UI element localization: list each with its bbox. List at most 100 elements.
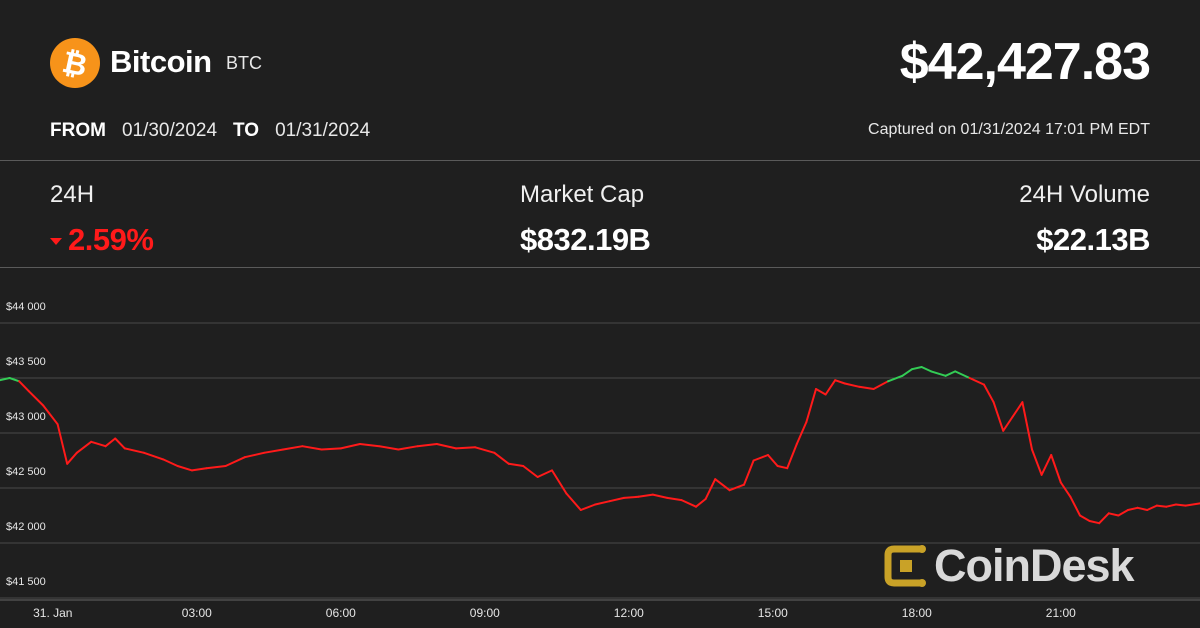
price-line-segment bbox=[930, 370, 947, 377]
bitcoin-logo-icon: ₿ bbox=[50, 38, 100, 88]
price-line-segment bbox=[834, 379, 846, 385]
price-line-segment bbox=[1098, 512, 1110, 525]
price-line-segment bbox=[983, 383, 995, 404]
price-line-segment bbox=[224, 456, 246, 467]
x-tick-label: 21:00 bbox=[1046, 606, 1076, 620]
price-line-segment bbox=[776, 465, 789, 470]
price-line-segment bbox=[920, 366, 933, 373]
price-line-segment bbox=[1107, 512, 1120, 517]
market-cap-value: $832.19B bbox=[520, 222, 651, 257]
price-line-segment bbox=[455, 446, 477, 450]
change-value: 2.59% bbox=[68, 222, 154, 257]
from-date: 01/30/2024 bbox=[121, 120, 218, 141]
price-line-segment bbox=[728, 483, 745, 492]
price-line-segment bbox=[815, 388, 827, 396]
y-tick-label: $41 500 bbox=[6, 576, 46, 588]
x-tick-label: 03:00 bbox=[182, 606, 212, 620]
price-line-segment bbox=[474, 446, 496, 454]
price-line-segment bbox=[1136, 506, 1149, 511]
price-line-segment bbox=[1011, 401, 1024, 418]
y-tick-label: $42 500 bbox=[6, 466, 46, 478]
price-line-segment bbox=[522, 465, 539, 478]
price-line-segment bbox=[1175, 503, 1187, 507]
price-line-segment bbox=[551, 469, 568, 495]
price-line-segment bbox=[954, 370, 971, 379]
price-line-segment bbox=[1069, 495, 1081, 517]
x-tick-label: 15:00 bbox=[758, 606, 788, 620]
price-line-segment bbox=[1117, 509, 1129, 517]
y-tick-label: $44 000 bbox=[6, 301, 46, 313]
price-line-segment bbox=[743, 459, 755, 486]
market-cap-label: Market Cap bbox=[520, 181, 645, 208]
coindesk-wordmark: CoinDesk bbox=[934, 540, 1135, 591]
coindesk-brand: CoinDesk bbox=[882, 540, 1135, 592]
price-line-segment bbox=[66, 451, 78, 465]
volume-value: $22.13B bbox=[1036, 222, 1150, 257]
price-line-segment bbox=[435, 443, 457, 450]
price-line-segment bbox=[786, 443, 798, 470]
price-line-segment bbox=[8, 377, 21, 383]
x-tick-label: 31. Jan bbox=[33, 606, 72, 620]
price-line-segment bbox=[666, 496, 683, 502]
price-line-segment bbox=[75, 440, 93, 454]
divider-top bbox=[0, 160, 1200, 161]
price-line-segment bbox=[162, 458, 179, 467]
price-line-segment bbox=[27, 390, 45, 407]
price-line-segment bbox=[872, 380, 889, 390]
price-line-segment bbox=[301, 445, 323, 451]
price-line-segment bbox=[507, 462, 525, 467]
price-line-segment bbox=[18, 380, 30, 393]
price-line-segment bbox=[680, 499, 697, 508]
current-price: $42,427.83 bbox=[899, 33, 1151, 91]
price-line-segment bbox=[637, 493, 654, 498]
price-line-segment bbox=[1059, 481, 1072, 498]
price-line-segment bbox=[1050, 454, 1062, 484]
price-line-segment bbox=[767, 454, 779, 467]
price-line-segment bbox=[992, 401, 1005, 432]
price-line-segment bbox=[536, 469, 553, 478]
price-chart: $44 000 $43 500 $43 000 $42 500 $42 000 $41 5… bbox=[0, 301, 1200, 620]
price-line-segment bbox=[704, 478, 717, 500]
price-line-segment bbox=[191, 467, 208, 472]
price-line-segment bbox=[339, 443, 361, 450]
price-line-segment bbox=[1021, 401, 1033, 451]
price-line-segment bbox=[1079, 514, 1091, 522]
price-line-segment bbox=[824, 379, 837, 396]
price-line-segment bbox=[397, 445, 419, 451]
y-tick-label: $43 500 bbox=[6, 356, 46, 368]
price-line-segment bbox=[1184, 502, 1200, 507]
down-arrow-icon bbox=[50, 238, 62, 245]
price-line-segment bbox=[1165, 503, 1177, 508]
price-line-segment bbox=[565, 492, 582, 511]
change-label: 24H bbox=[50, 181, 95, 208]
price-line-segment bbox=[263, 448, 285, 454]
coindesk-logo-icon bbox=[884, 545, 926, 587]
price-line-segment bbox=[1127, 506, 1139, 511]
price-line-segment bbox=[378, 445, 400, 451]
price-line-segment bbox=[579, 503, 597, 511]
divider-bottom bbox=[0, 267, 1200, 268]
captured-timestamp: Captured on 01/31/2024 17:01 PM EDT bbox=[868, 121, 1150, 138]
price-line-segment bbox=[176, 465, 193, 472]
price-line-segment bbox=[1040, 454, 1053, 476]
x-tick-label: 18:00 bbox=[902, 606, 932, 620]
x-tick-label: 09:00 bbox=[470, 606, 500, 620]
price-line-segment bbox=[843, 382, 861, 388]
price-line-segment bbox=[493, 451, 510, 465]
price-line-segment bbox=[858, 385, 875, 390]
price-line-segment bbox=[887, 374, 904, 383]
price-line-segment bbox=[1031, 448, 1043, 476]
price-line-segment bbox=[416, 443, 438, 448]
price-line-segment bbox=[714, 478, 731, 492]
price-line-segment bbox=[359, 443, 381, 448]
price-line-segment bbox=[594, 500, 611, 506]
header: ₿ Bitcoin BTC $42,427.83 FROM 01/30/2024… bbox=[0, 0, 1200, 160]
price-line-segment bbox=[1146, 504, 1158, 511]
price-line-segment bbox=[114, 437, 126, 450]
price-line-segment bbox=[243, 451, 265, 459]
price-line-segment bbox=[1155, 504, 1168, 508]
to-label: TO bbox=[233, 120, 260, 141]
price-line-segment bbox=[651, 493, 669, 499]
price-line-segment bbox=[608, 496, 625, 503]
y-tick-label: $42 000 bbox=[6, 521, 46, 533]
